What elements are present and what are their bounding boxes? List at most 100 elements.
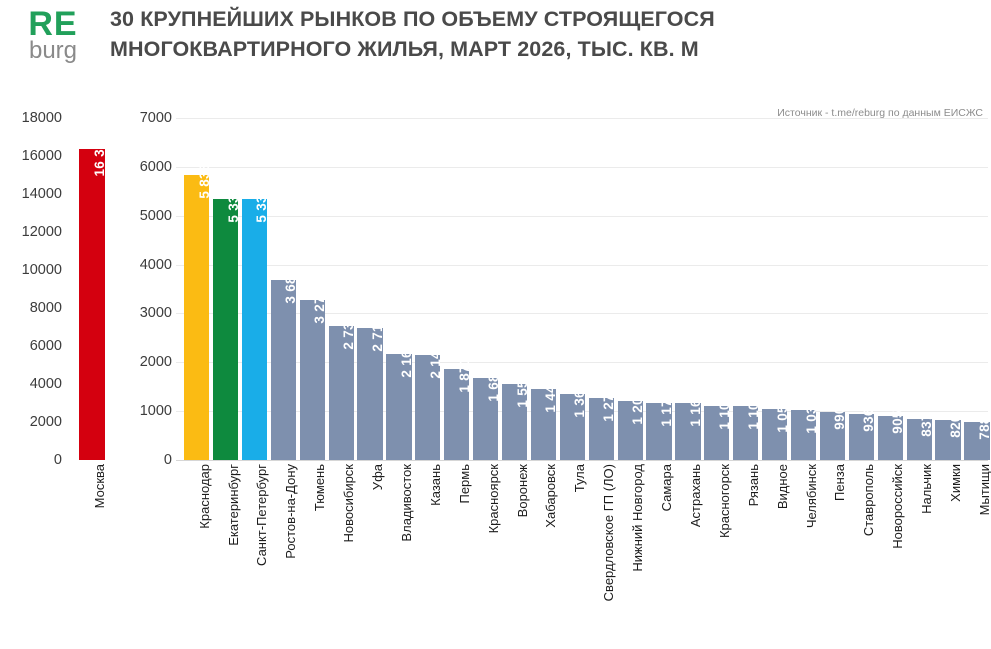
bar-value-label: 1 200: [630, 389, 646, 426]
logo-text-re: RE: [28, 5, 78, 43]
bar-value-label: 2 710: [370, 315, 386, 352]
bar[interactable]: 1 680: [473, 366, 501, 460]
bar[interactable]: 905: [877, 410, 905, 460]
category-label-slot: Рязань: [733, 460, 761, 610]
bar[interactable]: 1 101: [733, 395, 761, 460]
category-label-slot: Уфа: [357, 460, 386, 610]
y-axis-tick-label: 6000: [29, 338, 62, 354]
category-label: Астрахань: [687, 464, 703, 528]
y-axis-tick-label: 14000: [21, 186, 62, 202]
bar-value-label: 5 833: [196, 163, 212, 199]
bar[interactable]: 1 360: [559, 382, 587, 460]
category-label: Химки: [948, 464, 964, 502]
category-label: Уфа: [370, 464, 386, 491]
bar-value-label: 905: [890, 410, 906, 434]
category-label: Рязань: [745, 464, 761, 507]
y-axis-tick-label: 12000: [21, 224, 62, 240]
page-title: 30 КРУПНЕЙШИХ РЫНКОВ ПО ОБЪЕМУ СТРОЯЩЕГО…: [110, 4, 970, 64]
category-label-slot: Тула: [560, 460, 587, 610]
bar[interactable]: 3 684: [270, 268, 298, 460]
gridline: [176, 215, 988, 217]
bar[interactable]: 2 710: [357, 316, 385, 460]
bar[interactable]: 1 448: [530, 378, 558, 460]
bar[interactable]: 16 384: [79, 133, 107, 460]
bar[interactable]: 788: [964, 416, 991, 460]
bar-value-label: 16 384: [92, 133, 107, 177]
moscow-plot-area: 16 384 Москва: [66, 118, 118, 508]
category-label-slot: Свердловское ГП (ЛО): [589, 460, 616, 610]
category-label-slot: Краснодар: [184, 460, 212, 610]
gridline: [176, 313, 988, 315]
bar[interactable]: 1 032: [790, 398, 819, 460]
bar-value-label: 1 360: [572, 381, 588, 418]
category-label: Краснодар: [196, 464, 212, 529]
category-label: Ставрополь: [861, 464, 877, 537]
category-label-slot: Екатеринбург: [213, 460, 241, 610]
bar[interactable]: 5 833: [184, 163, 212, 460]
bar[interactable]: 990: [819, 406, 847, 460]
bar[interactable]: 2 735: [328, 315, 356, 460]
category-label-slot: Астрахань: [675, 460, 703, 610]
category-label: Нижний Новгород: [630, 464, 646, 572]
bar[interactable]: 3 279: [299, 288, 327, 460]
bar-value-label: 5 338: [225, 187, 241, 223]
y-axis-tick-label: 0: [53, 452, 62, 468]
bar[interactable]: 5 336: [241, 188, 269, 460]
category-label-slot: Мытищи: [964, 460, 991, 610]
bar[interactable]: 1 871: [444, 357, 472, 460]
bar[interactable]: 2 164: [386, 343, 414, 460]
moscow-chart: 0 2000 4000 6000 8000 10000 12000 14000 16000 180…: [0, 110, 120, 508]
y-axis-tick-label: 16000: [21, 148, 62, 164]
category-label-slot: Красноярск: [473, 460, 501, 610]
category-label: Нальчик: [919, 464, 935, 514]
bar-value-label: 820: [948, 414, 964, 438]
markets-plot-area: 5 833 Краснодар 5 338 Екатеринбург 5 336 Санк…: [176, 118, 991, 601]
category-label: Екатеринбург: [225, 464, 241, 546]
bar-value-label: 837: [919, 413, 935, 437]
bar[interactable]: 837: [906, 413, 934, 460]
markets-y-axis: 0 1000 2000 3000 4000 5000 6000 7000: [128, 110, 172, 488]
category-label-slot: Новосибирск: [329, 460, 356, 610]
bar[interactable]: 5 338: [212, 188, 241, 460]
bar-value-label: 1 871: [456, 356, 472, 393]
category-label-slot: Новороссийск: [878, 460, 906, 610]
bar-value-label: 2 735: [341, 314, 357, 351]
y-axis-tick-label: 3000: [139, 305, 172, 322]
category-label-slot: Москва: [79, 460, 107, 610]
bar[interactable]: 1 174: [646, 391, 674, 460]
category-label: Новороссийск: [890, 464, 906, 549]
page-header: RE burg 30 КРУПНЕЙШИХ РЫНКОВ ПО ОБЪЕМУ С…: [0, 0, 991, 100]
moscow-y-axis: 0 2000 4000 6000 8000 10000 12000 14000 16000 180…: [0, 110, 62, 488]
category-label-slot: Пенза: [820, 460, 848, 610]
category-label: Москва: [92, 464, 107, 509]
category-label-slot: Казань: [415, 460, 443, 610]
bar[interactable]: 1 052: [762, 397, 790, 460]
category-label-slot: Ростов-на-Дону: [271, 460, 298, 610]
bar[interactable]: 2 147: [415, 343, 443, 460]
category-label-slot: Воронеж: [502, 460, 530, 610]
y-axis-tick-label: 0: [163, 452, 172, 468]
bar[interactable]: 1 554: [501, 372, 530, 460]
category-label: Тюмень: [312, 464, 328, 512]
bar-value-label: 1 101: [745, 394, 761, 430]
category-label: Пенза: [832, 464, 848, 501]
bar-value-label: 1 106: [716, 394, 732, 430]
bar-value-label: 1 174: [659, 390, 675, 427]
bar[interactable]: 1 166: [675, 391, 703, 460]
y-axis-tick-label: 6000: [139, 158, 172, 175]
page-title-line-1: 30 КРУПНЕЙШИХ РЫНКОВ ПО ОБЪЕМУ СТРОЯЩЕГО…: [110, 7, 715, 31]
bar[interactable]: 936: [848, 409, 876, 460]
bar[interactable]: 1 271: [588, 386, 616, 460]
bar[interactable]: 1 200: [617, 390, 645, 460]
category-label-slot: Тюмень: [300, 460, 328, 610]
bar[interactable]: 1 106: [704, 394, 732, 460]
category-label-slot: Санкт-Петербург: [242, 460, 269, 610]
reburg-logo: RE burg: [13, 7, 93, 63]
bar-value-label: 990: [832, 405, 848, 430]
bar[interactable]: 820: [935, 414, 963, 460]
category-label: Владивосток: [398, 464, 414, 542]
bar-value-label: 936: [861, 408, 877, 432]
category-label: Видное: [774, 464, 790, 510]
bar-value-label: 2 147: [427, 343, 443, 379]
bar-value-label: 1 166: [687, 391, 703, 427]
